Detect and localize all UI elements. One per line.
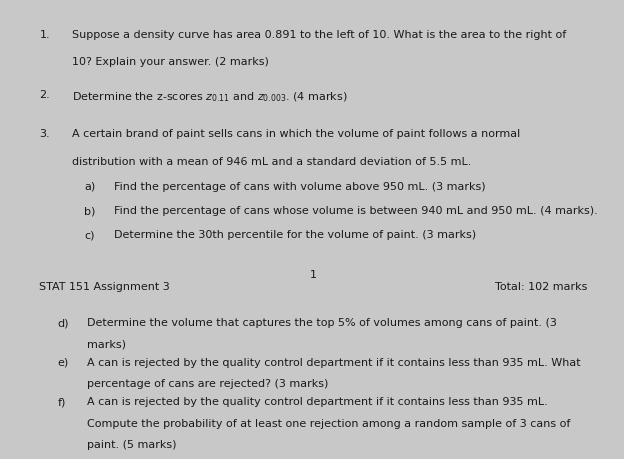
Text: Determine the z-scores $z_{0.11}$ and $z_{0.003}$. (4 marks): Determine the z-scores $z_{0.11}$ and $z… — [72, 90, 348, 103]
Text: Find the percentage of cans whose volume is between 940 mL and 950 mL. (4 marks): Find the percentage of cans whose volume… — [114, 206, 598, 216]
Text: e): e) — [57, 357, 69, 367]
Text: distribution with a mean of 946 mL and a standard deviation of 5.5 mL.: distribution with a mean of 946 mL and a… — [72, 156, 472, 166]
Text: Determine the 30th percentile for the volume of paint. (3 marks): Determine the 30th percentile for the vo… — [114, 230, 476, 240]
Text: A can is rejected by the quality control department if it contains less than 935: A can is rejected by the quality control… — [87, 357, 581, 367]
Text: marks): marks) — [87, 339, 126, 349]
Text: Compute the probability of at least one rejection among a random sample of 3 can: Compute the probability of at least one … — [87, 418, 570, 428]
Text: A can is rejected by the quality control department if it contains less than 935: A can is rejected by the quality control… — [87, 397, 548, 407]
Text: 1.: 1. — [39, 30, 50, 39]
Text: A certain brand of paint sells cans in which the volume of paint follows a norma: A certain brand of paint sells cans in w… — [72, 129, 520, 139]
Text: Suppose a density curve has area 0.891 to the left of 10. What is the area to th: Suppose a density curve has area 0.891 t… — [72, 30, 567, 39]
Text: percentage of cans are rejected? (3 marks): percentage of cans are rejected? (3 mark… — [87, 378, 328, 388]
Text: 3.: 3. — [39, 129, 50, 139]
Text: STAT 151 Assignment 3: STAT 151 Assignment 3 — [39, 281, 170, 291]
Text: d): d) — [57, 318, 69, 328]
Text: 10? Explain your answer. (2 marks): 10? Explain your answer. (2 marks) — [72, 57, 269, 67]
Text: a): a) — [84, 181, 95, 191]
Text: Determine the volume that captures the top 5% of volumes among cans of paint. (3: Determine the volume that captures the t… — [87, 318, 557, 328]
Text: b): b) — [84, 206, 95, 216]
Text: Total: 102 marks: Total: 102 marks — [495, 281, 588, 291]
Text: f): f) — [57, 397, 66, 407]
Text: 2.: 2. — [39, 90, 50, 100]
Text: c): c) — [84, 230, 95, 240]
Text: Find the percentage of cans with volume above 950 mL. (3 marks): Find the percentage of cans with volume … — [114, 181, 485, 191]
Text: paint. (5 marks): paint. (5 marks) — [87, 439, 177, 449]
Text: 1: 1 — [310, 269, 317, 280]
